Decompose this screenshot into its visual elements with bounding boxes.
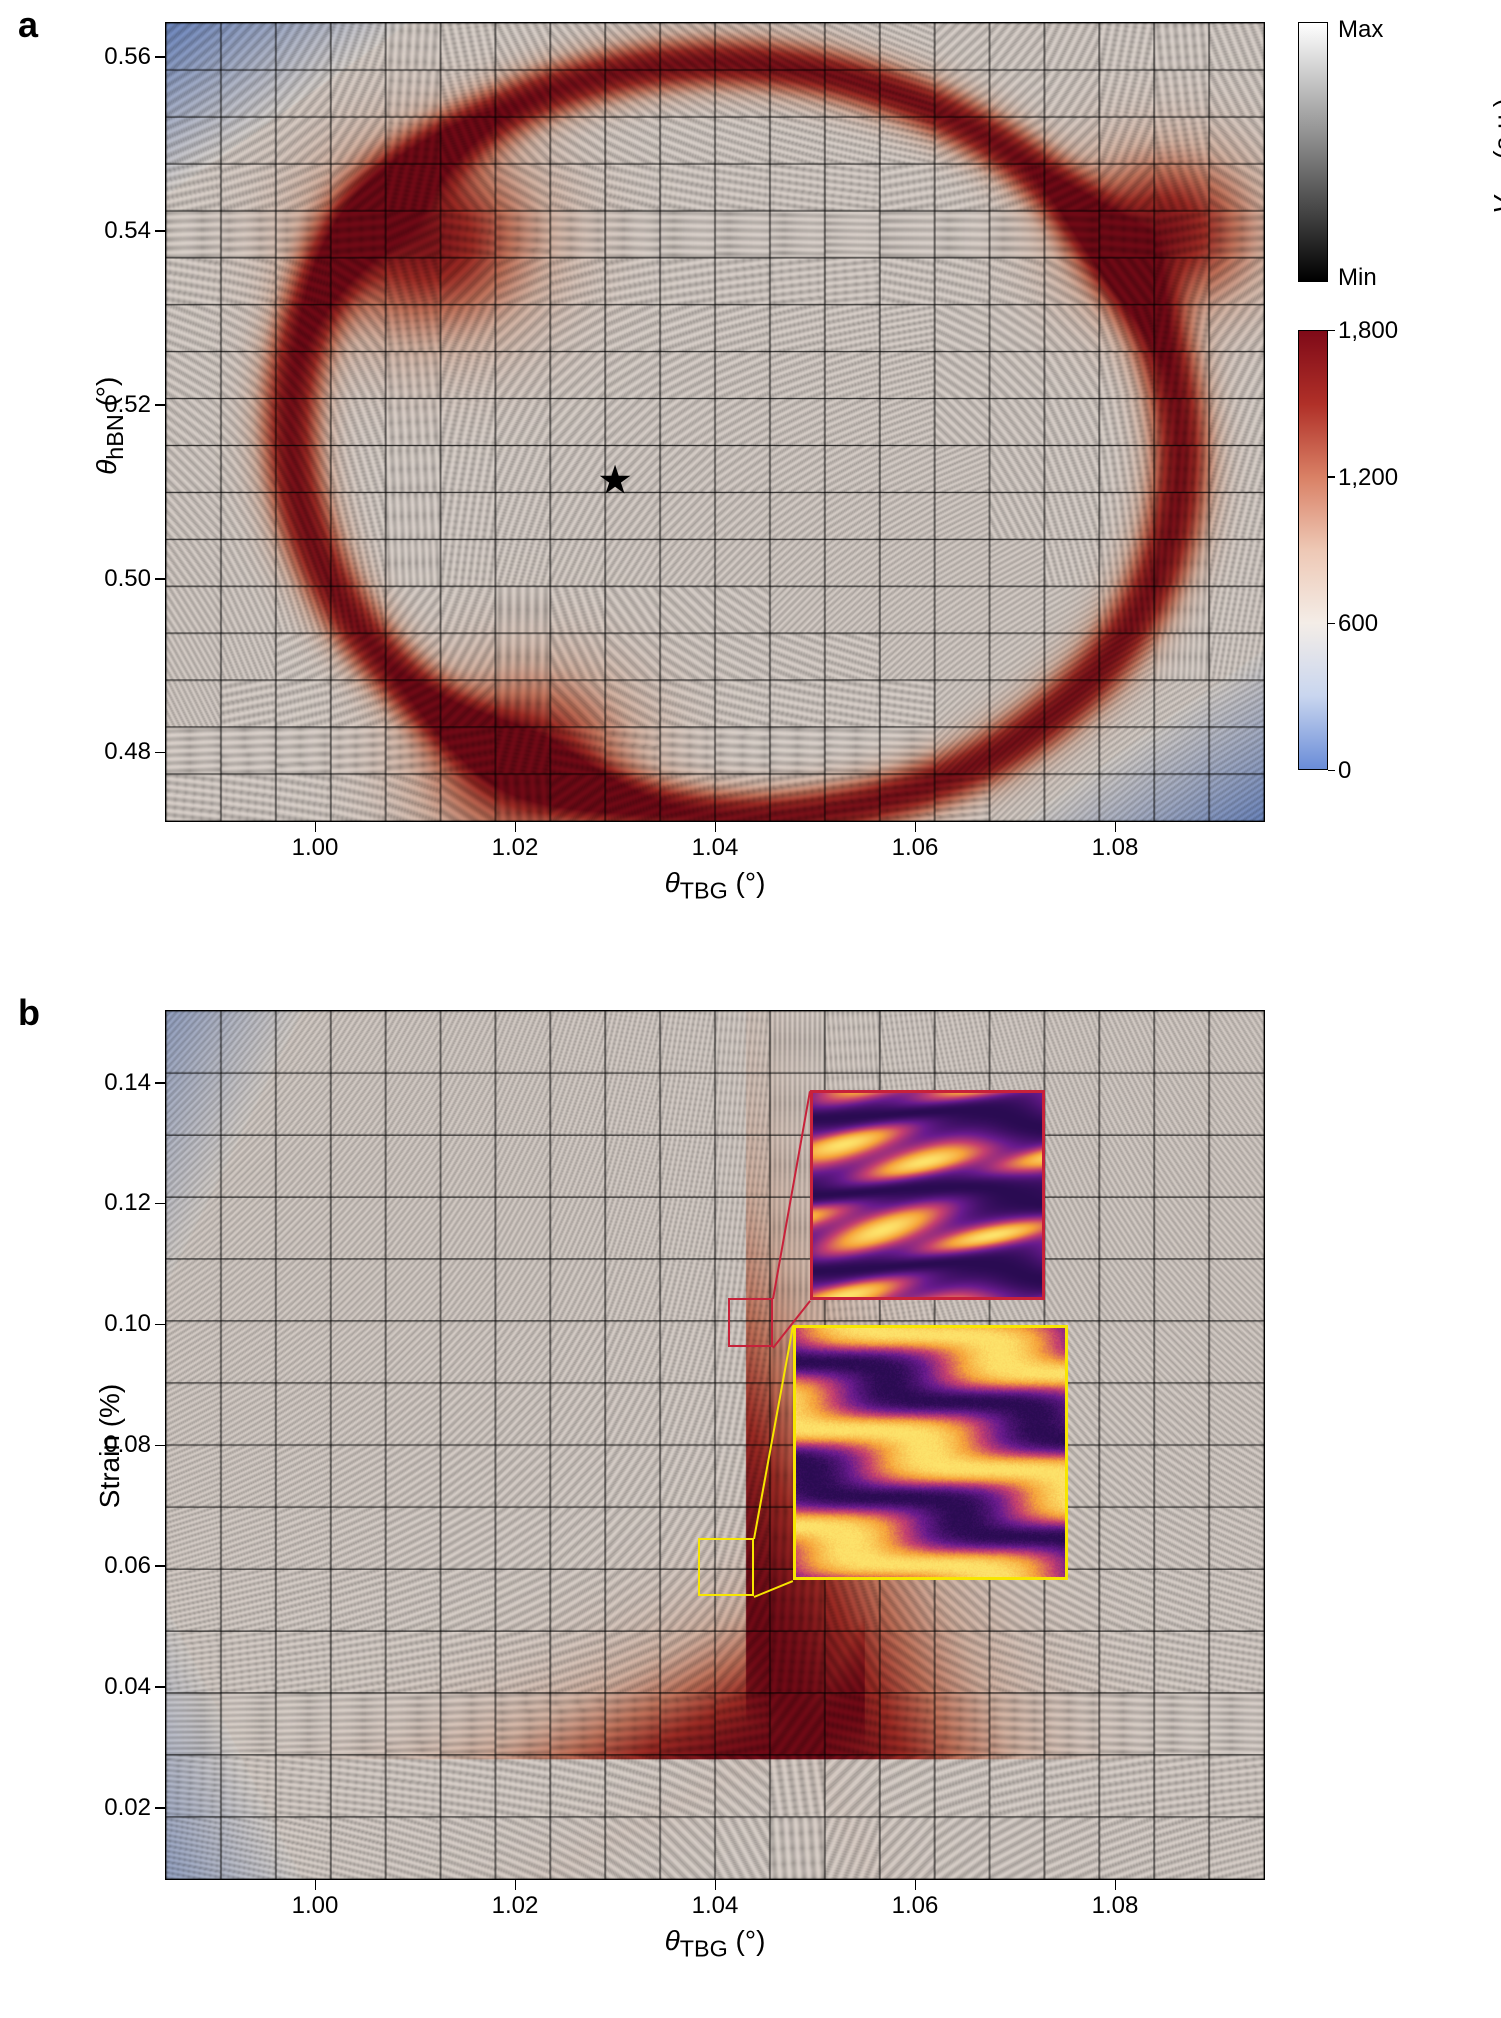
x-tick	[915, 1880, 917, 1890]
colorbar-vpot-label: Vpot (a.u.)	[1488, 66, 1501, 246]
colorbar-tick-label: 0	[1338, 757, 1351, 785]
y-tick	[155, 230, 165, 232]
colorbar-tick	[1328, 623, 1335, 625]
x-tick-label: 1.04	[685, 834, 745, 862]
inset_yellow-source-box	[698, 1538, 754, 1596]
x-tick-label: 1.02	[485, 834, 545, 862]
y-tick	[155, 404, 165, 406]
b-heatmap-canvas	[166, 1011, 1264, 1879]
y-axis-label: θhBN (°)	[91, 351, 129, 501]
inset_red-canvas	[813, 1093, 1042, 1297]
x-tick-label: 1.00	[285, 1892, 345, 1920]
panel-label-b: b	[18, 992, 40, 1034]
x-tick-label: 1.08	[1085, 1892, 1145, 1920]
y-tick-label: 0.12	[104, 1189, 151, 1217]
colorbar-tick-label: Max	[1338, 16, 1383, 44]
x-tick	[715, 822, 717, 832]
y-tick	[155, 1565, 165, 1567]
x-tick	[515, 822, 517, 832]
a-plot-frame	[165, 22, 1265, 822]
x-axis-label: θTBG (°)	[635, 1925, 795, 1963]
y-tick-label: 0.56	[104, 43, 151, 71]
x-tick-label: 1.04	[685, 1892, 745, 1920]
y-tick	[155, 1203, 165, 1205]
y-axis-label: Strain (%)	[94, 1371, 126, 1521]
colorbar-tick	[1328, 476, 1335, 478]
colorbar-periodicity	[1298, 330, 1328, 770]
x-tick	[915, 822, 917, 832]
y-tick	[155, 56, 165, 58]
x-tick-label: 1.08	[1085, 834, 1145, 862]
y-tick	[155, 578, 165, 580]
colorbar-vpot	[1298, 22, 1328, 282]
panel-label-a: a	[18, 4, 38, 46]
x-tick	[715, 1880, 717, 1890]
x-tick	[515, 1880, 517, 1890]
y-tick-label: 0.02	[104, 1794, 151, 1822]
x-tick	[1115, 822, 1117, 832]
y-tick	[155, 1807, 165, 1809]
y-tick	[155, 1324, 165, 1326]
b-plot-frame	[165, 1010, 1265, 1880]
colorbar-tick-label: Min	[1338, 264, 1377, 292]
x-tick-label: 1.02	[485, 1892, 545, 1920]
colorbar-tick	[1328, 770, 1335, 772]
x-tick	[315, 1880, 317, 1890]
star-marker: ★	[597, 458, 633, 504]
x-tick-label: 1.06	[885, 834, 945, 862]
inset_red	[810, 1090, 1045, 1300]
colorbar-tick-label: 1,800	[1338, 317, 1398, 345]
inset_yellow-canvas	[796, 1328, 1065, 1577]
a-heatmap-canvas	[166, 23, 1264, 821]
y-tick-label: 0.48	[104, 738, 151, 766]
y-tick-label: 0.50	[104, 565, 151, 593]
y-tick-label: 0.10	[104, 1310, 151, 1338]
colorbar-tick-label: 1,200	[1338, 464, 1398, 492]
x-tick-label: 1.00	[285, 834, 345, 862]
x-tick	[315, 822, 317, 832]
y-tick	[155, 1082, 165, 1084]
colorbar-tick	[1328, 330, 1335, 332]
inset_red-source-box	[728, 1298, 773, 1347]
x-tick	[1115, 1880, 1117, 1890]
y-tick-label: 0.06	[104, 1552, 151, 1580]
y-tick-label: 0.54	[104, 217, 151, 245]
inset_yellow	[793, 1325, 1068, 1580]
x-tick-label: 1.06	[885, 1892, 945, 1920]
colorbar-tick-label: 600	[1338, 610, 1378, 638]
y-tick	[155, 1445, 165, 1447]
y-tick-label: 0.14	[104, 1069, 151, 1097]
y-tick	[155, 752, 165, 754]
x-axis-label: θTBG (°)	[635, 867, 795, 905]
y-tick	[155, 1686, 165, 1688]
y-tick-label: 0.04	[104, 1673, 151, 1701]
